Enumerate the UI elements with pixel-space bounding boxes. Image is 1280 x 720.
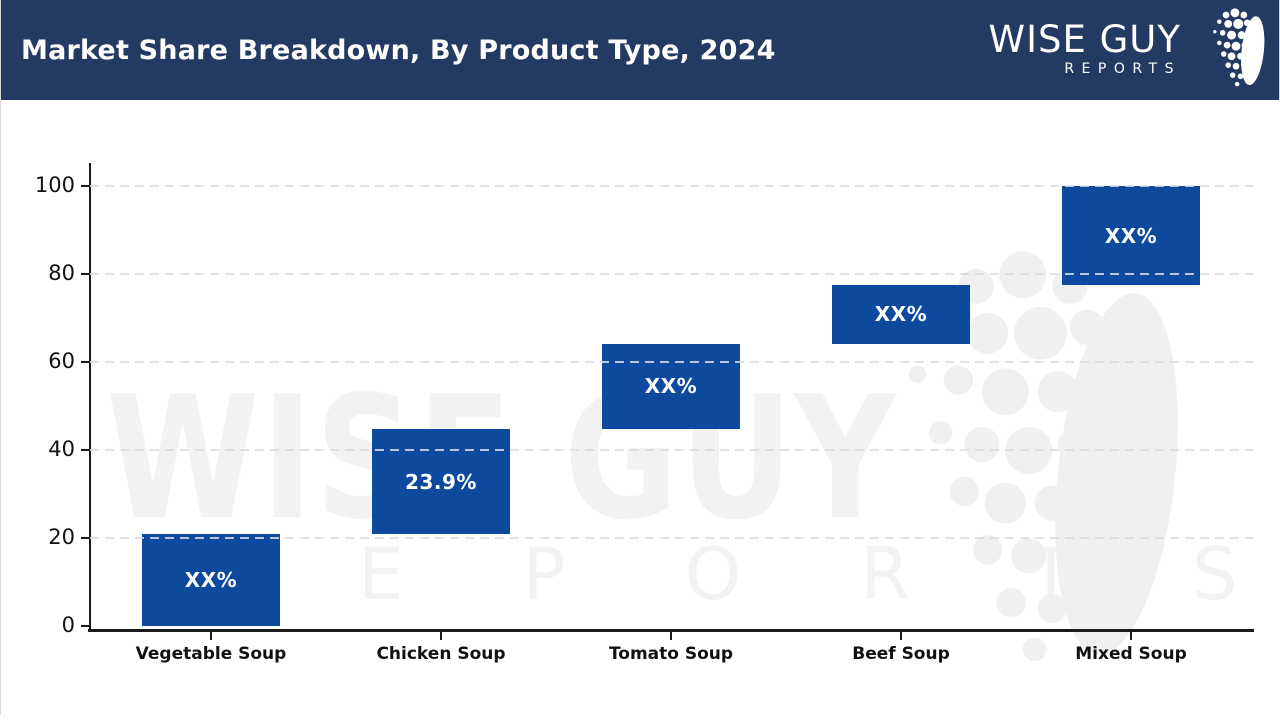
y-tick-60 [81, 361, 90, 363]
bar-value-label: XX% [184, 568, 238, 593]
x-tick-label-2: Chicken Soup [376, 644, 506, 664]
logo-head-icon [1213, 8, 1265, 87]
brand-logo-text: WISE GUY REPORTS [988, 17, 1181, 78]
y-tick-label-40: 40 [48, 437, 75, 461]
bar-beef-soup: XX% [832, 285, 970, 344]
page-title: Market Share Breakdown, By Product Type,… [21, 34, 776, 66]
plot: 0 20 40 60 80 100 XX% 23.9% XX% XX% XX% Vegetable S… [1, 100, 1280, 715]
x-tick-label-3: Tomato Soup [608, 644, 734, 664]
x-tick-1 [210, 631, 212, 640]
brand-logo: WISE GUY REPORTS [989, 6, 1265, 92]
chart-area: WISE GUY R E P O R T S 0 20 40 60 80 100 XX% 23… [1, 100, 1280, 715]
y-tick-label-100: 100 [34, 173, 75, 197]
logo-wordmark: WISE GUY [988, 17, 1181, 61]
bar-value-label: XX% [874, 302, 928, 327]
x-tick-label-1: Vegetable Soup [135, 644, 287, 664]
y-tick-20 [81, 537, 90, 539]
y-tick-label-0: 0 [61, 613, 75, 637]
x-tick-label-5: Mixed Soup [1075, 644, 1187, 664]
x-tick-4 [900, 631, 902, 640]
y-tick-100 [81, 185, 90, 187]
y-tick-0 [81, 625, 90, 627]
x-tick-label-4: Beef Soup [852, 644, 950, 664]
bar-value-label: 23.9% [405, 469, 477, 494]
header: Market Share Breakdown, By Product Type,… [1, 0, 1279, 100]
x-tick-3 [670, 631, 672, 640]
bar-value-label: XX% [644, 374, 698, 399]
y-tick-label-20: 20 [48, 525, 75, 549]
y-tick-label-80: 80 [48, 261, 75, 285]
gridline-40 [90, 449, 1254, 451]
bar-mixed-soup: XX% [1062, 186, 1200, 286]
bar-tomato-soup: XX% [602, 343, 740, 430]
x-axis-spine [88, 629, 1254, 632]
bar-value-label: XX% [1104, 223, 1158, 248]
logo-subtext: REPORTS [1064, 61, 1181, 78]
x-tick-2 [440, 631, 442, 640]
y-tick-label-60: 60 [48, 349, 75, 373]
y-tick-40 [81, 449, 90, 451]
bar-chicken-soup: 23.9% [372, 429, 510, 535]
y-tick-80 [81, 273, 90, 275]
y-axis-spine [89, 163, 91, 630]
x-tick-5 [1130, 631, 1132, 640]
bar-vegetable-soup: XX% [142, 534, 280, 626]
